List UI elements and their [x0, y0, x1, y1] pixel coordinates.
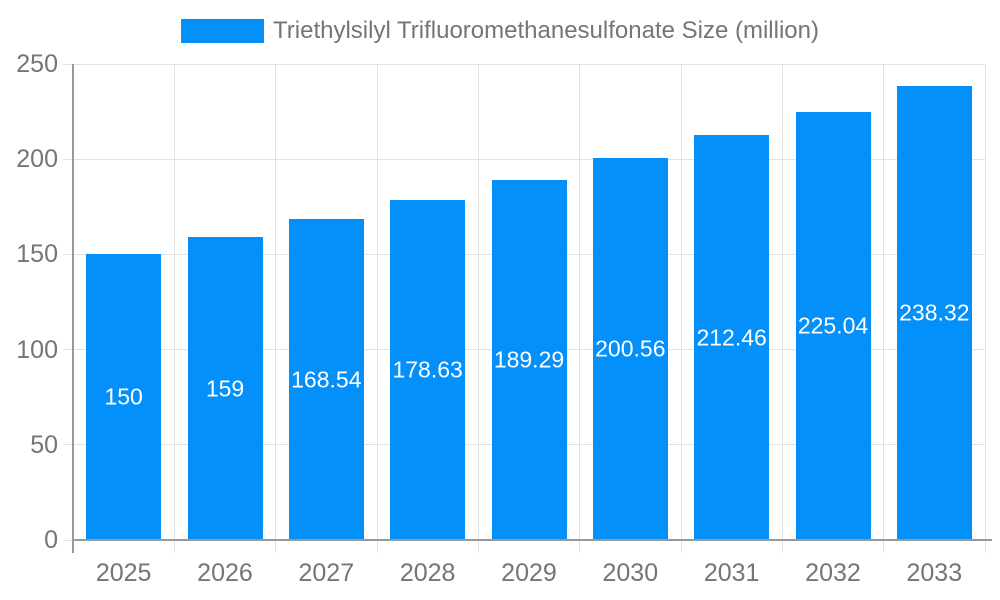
bar-2029[interactable]: 189.29 — [491, 179, 567, 540]
bar-value-label: 238.32 — [899, 299, 970, 326]
x-gridline — [376, 64, 378, 553]
x-axis-line — [72, 539, 992, 541]
x-axis-tick-label: 2028 — [399, 559, 456, 587]
bar-value-label: 168.54 — [291, 366, 362, 393]
x-gridline — [883, 64, 885, 553]
x-axis-tick-label: 2032 — [805, 559, 861, 587]
y-axis-tick-label: 200 — [16, 145, 58, 174]
bar-value-label: 178.63 — [392, 356, 463, 383]
bar-value-label: 189.29 — [493, 346, 565, 373]
x-axis-tick-label: 2029 — [501, 559, 557, 587]
bar-value-label: 200.56 — [595, 335, 666, 362]
x-gridline — [984, 64, 986, 553]
x-gridline — [173, 64, 175, 553]
y-axis-tick-label: 50 — [30, 430, 58, 459]
bar-2027[interactable]: 168.54 — [288, 219, 364, 540]
bar-2030[interactable]: 200.56 — [592, 158, 668, 540]
bar-value-label: 225.04 — [797, 312, 869, 339]
y-axis-tick-label: 250 — [16, 50, 58, 78]
x-gridline — [579, 64, 581, 553]
y-axis-tick-label: 150 — [16, 240, 58, 269]
x-axis-tick-label: 2025 — [95, 559, 152, 587]
bar-value-label: 159 — [205, 375, 245, 402]
bar-2026[interactable]: 159 — [187, 237, 263, 540]
x-axis-tick-label: 2027 — [298, 559, 355, 587]
y-axis-line — [72, 64, 74, 553]
bar-2031[interactable]: 212.46 — [694, 135, 770, 540]
x-axis-tick-label: 2031 — [703, 559, 760, 587]
x-gridline — [680, 64, 682, 553]
bar-2025[interactable]: 150 — [86, 254, 162, 540]
bar-2032[interactable]: 225.04 — [795, 111, 871, 540]
x-axis-tick-label: 2033 — [906, 559, 963, 587]
x-gridline — [275, 64, 277, 553]
bar-2028[interactable]: 178.63 — [390, 199, 466, 540]
x-axis-tick-label: 2026 — [197, 559, 253, 587]
legend-label: Triethylsilyl Trifluoromethanesulfonate … — [273, 17, 819, 44]
bar-value-label: 212.46 — [696, 324, 767, 351]
legend-swatch — [181, 19, 264, 43]
y-gridline — [63, 63, 985, 65]
bar-value-label: 150 — [104, 383, 143, 410]
y-gridline — [63, 158, 985, 160]
y-axis-tick-label: 0 — [44, 526, 58, 554]
bar-2033[interactable]: 238.32 — [896, 86, 972, 540]
x-axis-tick-label: 2030 — [602, 559, 659, 587]
x-gridline — [477, 64, 479, 553]
y-axis-tick-label: 100 — [16, 335, 58, 364]
x-gridline — [781, 64, 783, 553]
legend-item[interactable]: Triethylsilyl Trifluoromethanesulfonate … — [0, 16, 1000, 46]
